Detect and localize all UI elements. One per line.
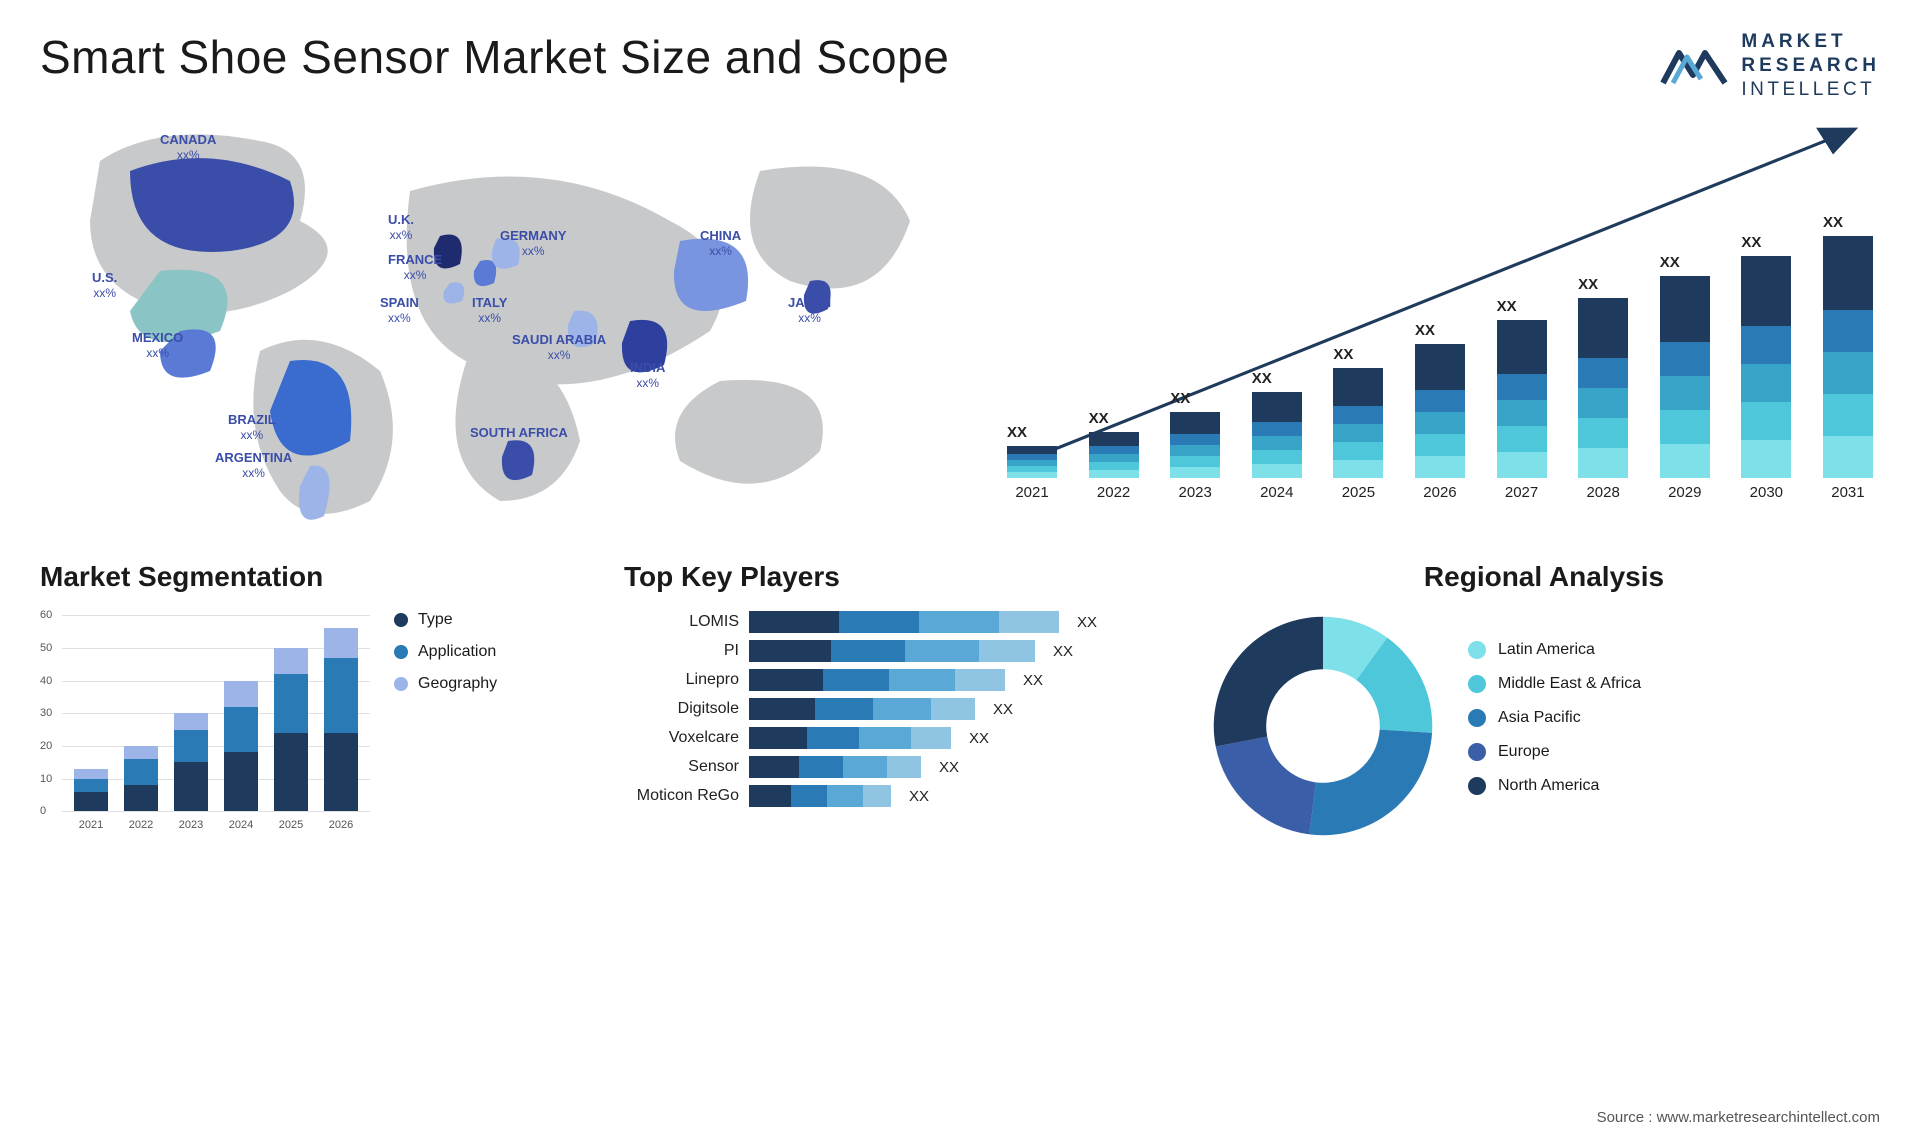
key-players-section: Top Key Players LOMISXX PIXX LineproXX Digi… (624, 561, 1184, 851)
source-text: Source : www.marketresearchintellect.com (1597, 1109, 1880, 1126)
map-label: SPAINxx% (380, 296, 419, 326)
forecast-bar: XX2027 (1496, 320, 1548, 501)
forecast-bar: XX2031 (1822, 236, 1874, 501)
map-label: SOUTH AFRICAxx% (470, 426, 568, 456)
map-label: U.K.xx% (388, 213, 414, 243)
forecast-bar: XX2029 (1659, 276, 1711, 501)
map-label: JAPANxx% (788, 296, 831, 326)
segmentation-legend-item: Type (394, 611, 497, 629)
logo-icon (1659, 39, 1729, 93)
segmentation-bar (224, 681, 258, 812)
map-label: SAUDI ARABIAxx% (512, 333, 606, 363)
segmentation-chart: 0102030405060202120222023202420252026 (40, 611, 370, 831)
forecast-bar: XX2025 (1332, 368, 1384, 501)
donut-slice (1309, 730, 1432, 836)
player-row: LineproXX (624, 669, 1184, 691)
player-row: Moticon ReGoXX (624, 785, 1184, 807)
world-map-panel: CANADAxx% U.S.xx% MEXICOxx% BRAZILxx% ARGENT… (40, 121, 970, 521)
segmentation-bar (274, 648, 308, 811)
map-label: U.S.xx% (92, 271, 117, 301)
regional-legend-item: North America (1468, 777, 1641, 795)
bottom-row: Market Segmentation 01020304050602021202… (40, 561, 1880, 851)
forecast-bar: XX2023 (1169, 412, 1221, 501)
map-label: BRAZILxx% (228, 413, 276, 443)
map-label: ITALYxx% (472, 296, 507, 326)
key-players-title: Top Key Players (624, 561, 1184, 593)
map-label: FRANCExx% (388, 253, 442, 283)
donut-slice (1214, 617, 1323, 747)
map-label: INDIAxx% (630, 361, 665, 391)
map-label: GERMANYxx% (500, 229, 566, 259)
player-row: SensorXX (624, 756, 1184, 778)
segmentation-section: Market Segmentation 01020304050602021202… (40, 561, 600, 851)
regional-legend-item: Latin America (1468, 641, 1641, 659)
forecast-bar: XX2024 (1251, 392, 1303, 501)
top-row: CANADAxx% U.S.xx% MEXICOxx% BRAZILxx% ARGENT… (40, 121, 1880, 521)
player-row: PIXX (624, 640, 1184, 662)
forecast-bar: XX2028 (1577, 298, 1629, 501)
key-players-chart: LOMISXX PIXX LineproXX DigitsoleXX Voxelcare… (624, 611, 1184, 807)
forecast-bar: XX2030 (1740, 256, 1792, 501)
map-label: CANADAxx% (160, 133, 216, 163)
player-row: VoxelcareXX (624, 727, 1184, 749)
segmentation-legend: Type Application Geography (394, 611, 497, 831)
segmentation-bar (124, 746, 158, 811)
regional-legend-item: Asia Pacific (1468, 709, 1641, 727)
player-row: DigitsoleXX (624, 698, 1184, 720)
map-label: CHINAxx% (700, 229, 741, 259)
logo-text: MARKET RESEARCH INTELLECT (1741, 30, 1880, 101)
segmentation-title: Market Segmentation (40, 561, 600, 593)
regional-legend-item: Europe (1468, 743, 1641, 761)
regional-legend: Latin America Middle East & Africa Asia Pa… (1468, 641, 1641, 811)
forecast-bar: XX2026 (1414, 344, 1466, 501)
regional-legend-item: Middle East & Africa (1468, 675, 1641, 693)
player-row: LOMISXX (624, 611, 1184, 633)
segmentation-bar (174, 713, 208, 811)
forecast-bar: XX2021 (1006, 446, 1058, 501)
map-label: MEXICOxx% (132, 331, 183, 361)
forecast-chart: XX2021 XX2022 XX2023 XX2024 XX2025 XX2026 XX20… (1000, 121, 1880, 521)
regional-donut-chart (1208, 611, 1438, 841)
regional-section: Regional Analysis Latin America Middle Ea… (1208, 561, 1880, 851)
segmentation-legend-item: Geography (394, 675, 497, 693)
page-title: Smart Shoe Sensor Market Size and Scope (40, 30, 949, 84)
map-label: ARGENTINAxx% (215, 451, 292, 481)
regional-title: Regional Analysis (1208, 561, 1880, 593)
segmentation-bar (324, 628, 358, 811)
forecast-bar: XX2022 (1088, 432, 1140, 501)
header: Smart Shoe Sensor Market Size and Scope … (40, 30, 1880, 101)
donut-slice (1216, 737, 1316, 835)
segmentation-legend-item: Application (394, 643, 497, 661)
segmentation-bar (74, 769, 108, 811)
logo: MARKET RESEARCH INTELLECT (1659, 30, 1880, 101)
